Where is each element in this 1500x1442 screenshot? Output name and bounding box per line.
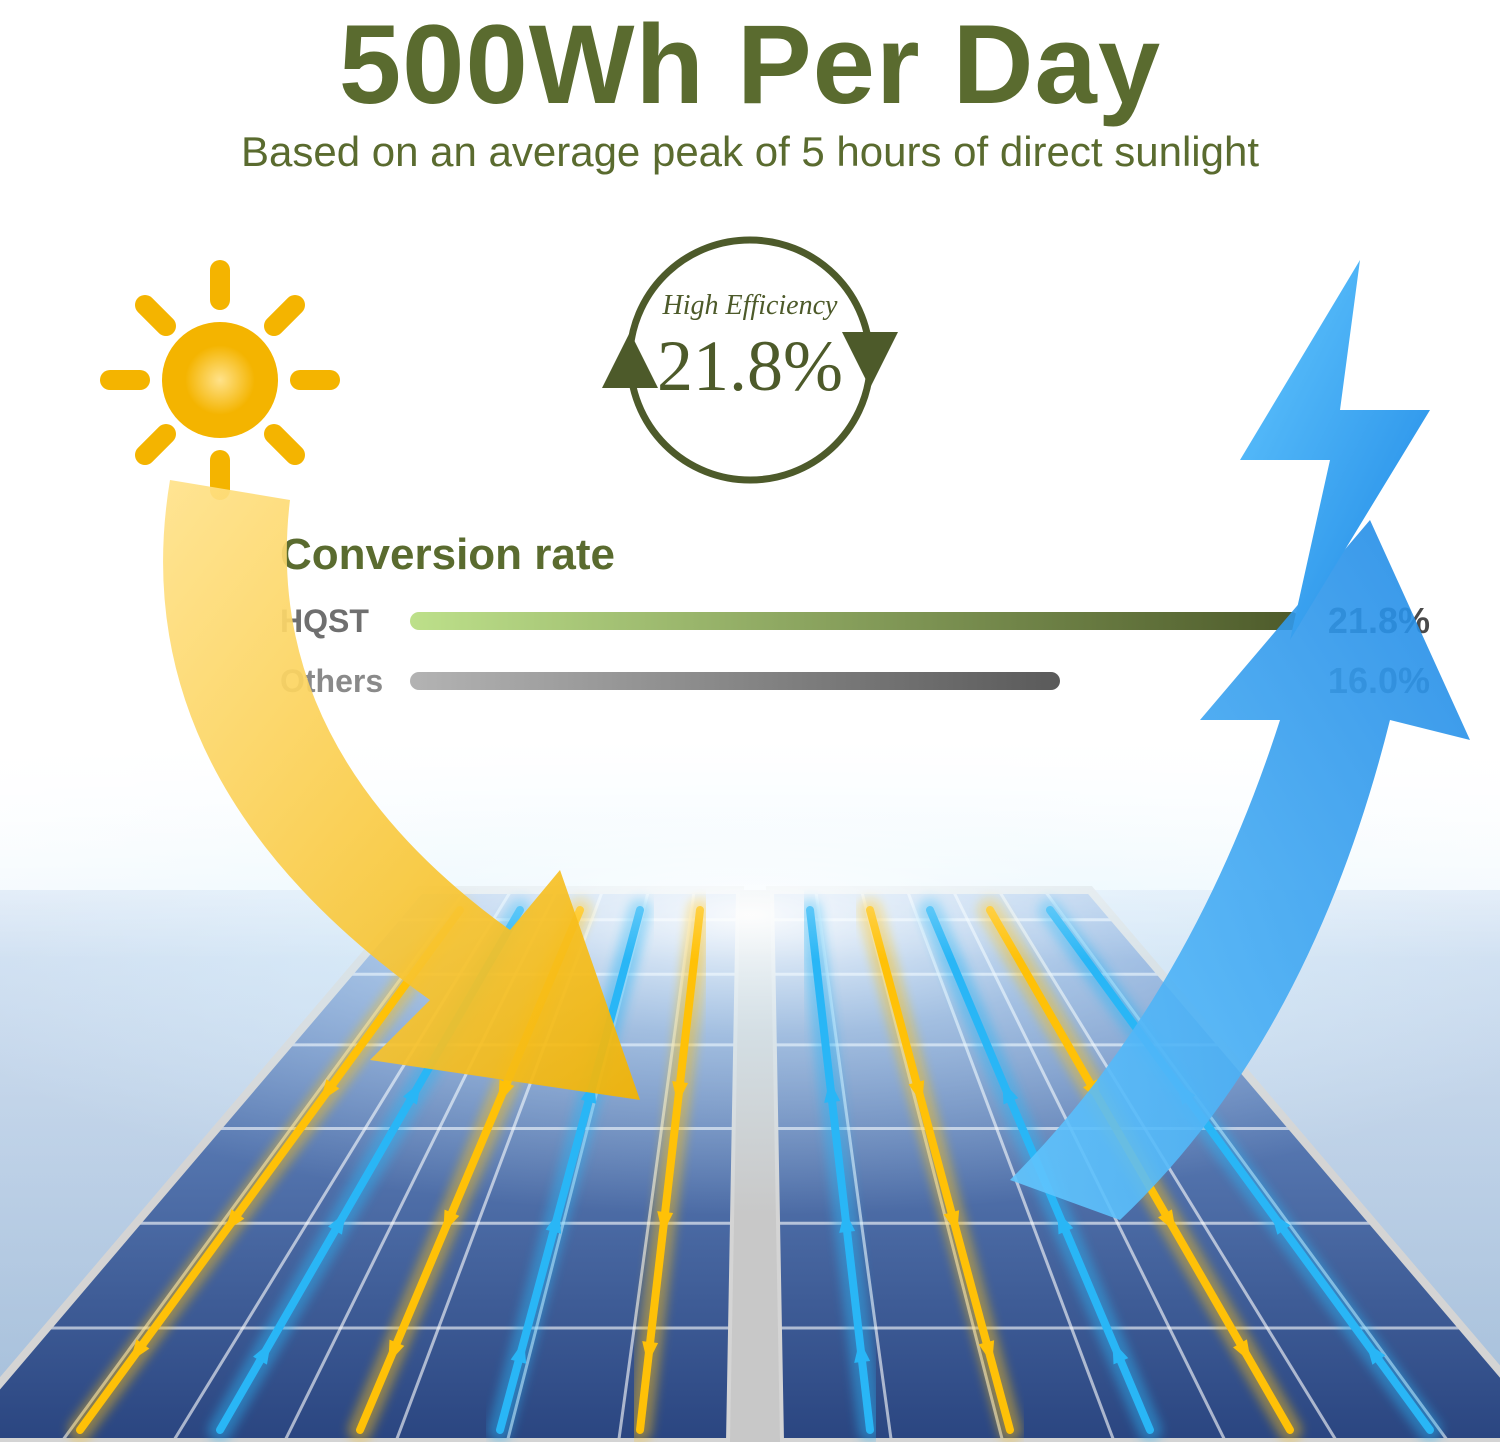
sunlight-arrow-icon — [60, 400, 760, 1160]
efficiency-label: High Efficiency — [600, 290, 900, 322]
lightning-bolt-icon — [1200, 250, 1460, 650]
subtitle: Based on an average peak of 5 hours of d… — [0, 128, 1500, 176]
efficiency-value: 21.8% — [600, 325, 900, 408]
headline: 500Wh Per Day — [0, 0, 1500, 129]
